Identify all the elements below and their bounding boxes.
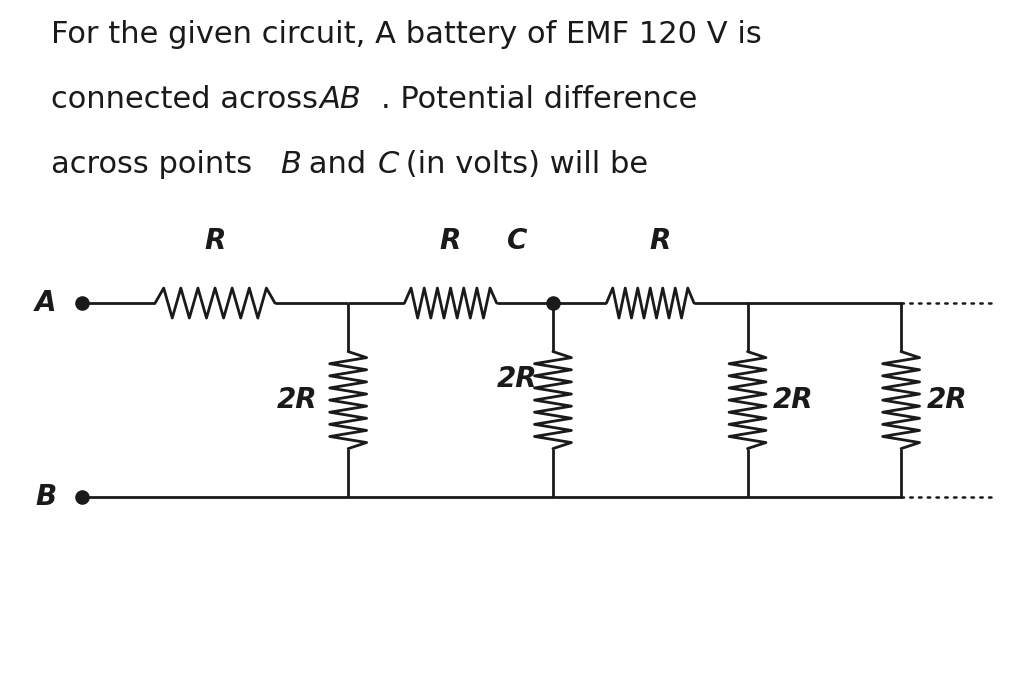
Text: R: R	[440, 227, 461, 255]
Text: R: R	[650, 227, 671, 255]
Text: For the given circuit, A battery of EMF 120 V is: For the given circuit, A battery of EMF …	[51, 20, 762, 50]
Text: B: B	[35, 483, 56, 511]
Text: . Potential difference: . Potential difference	[381, 85, 697, 114]
Point	[74, 492, 90, 503]
Text: 2R: 2R	[497, 365, 538, 394]
Text: B: B	[281, 150, 301, 179]
Text: 2R: 2R	[927, 386, 968, 414]
Text: 2R: 2R	[276, 386, 317, 414]
Text: and: and	[299, 150, 376, 179]
Text: A: A	[35, 289, 56, 317]
Text: C: C	[378, 150, 399, 179]
Text: connected across: connected across	[51, 85, 328, 114]
Text: 2R: 2R	[773, 386, 814, 414]
Text: across points: across points	[51, 150, 262, 179]
Text: (in volts) will be: (in volts) will be	[396, 150, 648, 179]
Text: AB: AB	[321, 85, 361, 114]
Text: C: C	[507, 227, 527, 255]
Text: R: R	[205, 227, 225, 255]
Point	[74, 298, 90, 308]
Point	[545, 298, 561, 308]
